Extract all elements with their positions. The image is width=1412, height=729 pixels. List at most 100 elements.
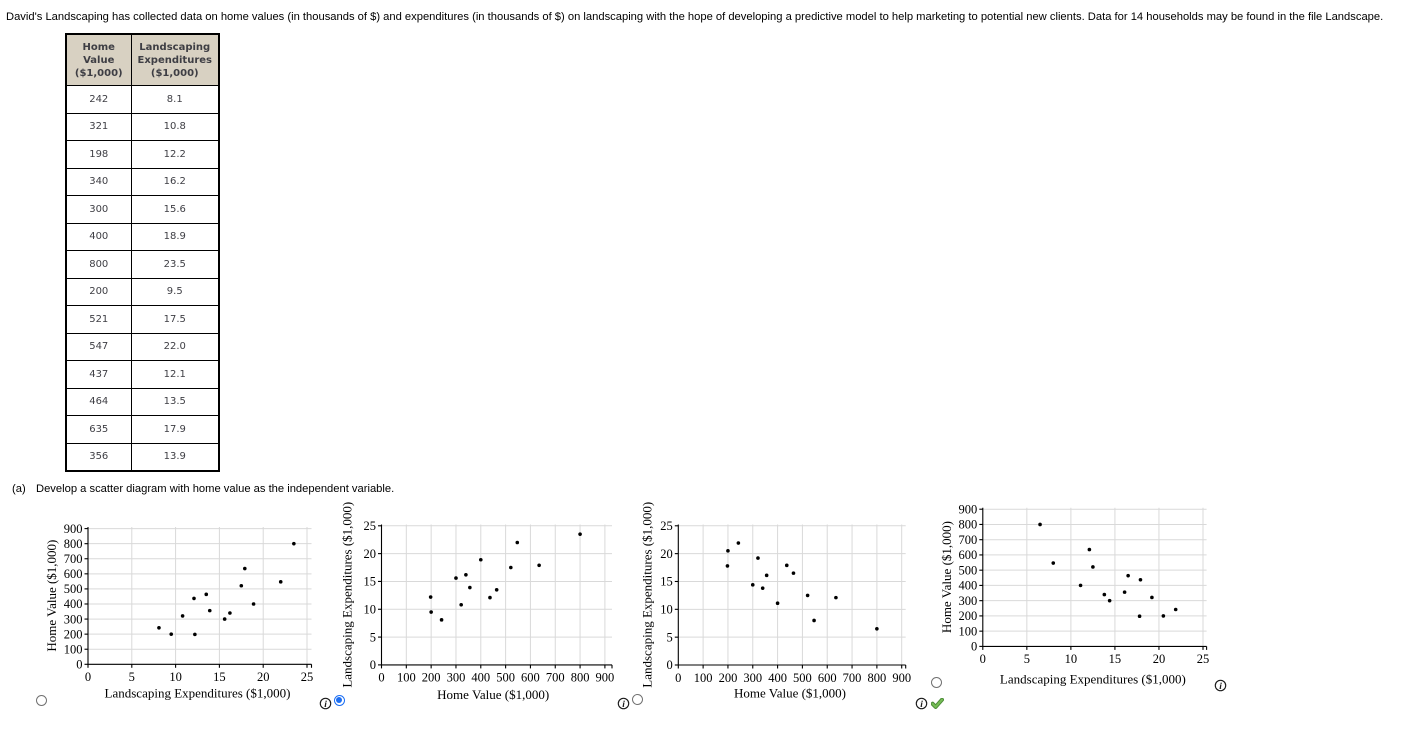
column-header: Home Value ($1,000) (65, 33, 132, 86)
svg-text:500: 500 (959, 563, 978, 577)
svg-text:900: 900 (64, 522, 83, 536)
svg-text:0: 0 (980, 652, 986, 666)
grid-lines (381, 524, 612, 665)
svg-text:10: 10 (169, 670, 182, 684)
svg-text:10: 10 (1065, 652, 1078, 666)
x-axis-label: Landscaping Expenditures ($1,000) (1000, 672, 1186, 687)
svg-text:i: i (920, 700, 923, 710)
svg-text:0: 0 (667, 658, 673, 672)
table-row: 437 12.1 (65, 360, 220, 389)
info-circle-icon-1[interactable]: i (319, 697, 332, 710)
svg-text:800: 800 (868, 671, 887, 685)
svg-text:800: 800 (959, 518, 978, 532)
svg-text:20: 20 (660, 547, 673, 561)
option-chart-2: 0 100 200 300 400 500 600 700 800 900 0 5 10 15 20 25 Ho… (340, 502, 615, 702)
svg-text:100: 100 (64, 642, 83, 656)
x-axis-label: Home Value ($1,000) (734, 686, 846, 701)
svg-text:5: 5 (129, 670, 135, 684)
svg-text:600: 600 (959, 548, 978, 562)
svg-text:600: 600 (64, 567, 83, 581)
y-axis-label: Home Value ($1,000) (44, 540, 59, 652)
table-cell: 15.6 (130, 195, 220, 224)
info-circle-icon-4[interactable]: i (1214, 679, 1227, 692)
svg-text:100: 100 (959, 624, 978, 638)
question-text: Develop a scatter diagram with home valu… (36, 483, 395, 495)
svg-text:0: 0 (85, 670, 91, 684)
intro-text: David's Landscaping has collected data o… (6, 11, 1384, 23)
option-radio-2-selected[interactable] (333, 694, 345, 706)
axes-spines (674, 524, 907, 669)
svg-text:800: 800 (571, 671, 590, 685)
table-cell: 18.9 (130, 222, 220, 251)
svg-text:700: 700 (546, 671, 565, 685)
svg-text:800: 800 (64, 537, 83, 551)
table-row: 242 8.1 (65, 85, 220, 114)
svg-text:100: 100 (397, 671, 416, 685)
table-cell: 521 (65, 305, 132, 334)
table-cell: 13.9 (130, 442, 220, 471)
svg-text:300: 300 (743, 671, 762, 685)
svg-text:300: 300 (447, 671, 466, 685)
scatter-points (428, 532, 582, 622)
table-cell: 17.9 (130, 415, 220, 444)
x-axis-label: Home Value ($1,000) (437, 687, 549, 702)
x-tick-labels: 0 100 200 300 400 500 600 700 800 900 (675, 671, 911, 685)
svg-text:200: 200 (64, 627, 83, 641)
option-chart-4: 0 5 10 15 20 250100200300400500600700800900La… (939, 502, 1209, 686)
y-axis-label: Landscaping Expenditures ($1,000) (340, 502, 355, 688)
y-tick-labels: 0 5 10 15 20 25 (660, 519, 673, 672)
svg-text:i: i (324, 700, 327, 710)
option-radio-4[interactable] (930, 677, 942, 689)
table-row: 300 15.6 (65, 195, 220, 224)
green-checkmark-icon (930, 696, 944, 714)
svg-text:500: 500 (64, 582, 83, 596)
info-circle-icon-2[interactable]: i (617, 697, 630, 710)
table-cell: 300 (65, 195, 132, 224)
table-cell: 400 (65, 222, 132, 251)
svg-text:900: 900 (892, 671, 911, 685)
svg-text:300: 300 (959, 594, 978, 608)
option-radio-3[interactable] (632, 693, 644, 705)
axes-spines (979, 507, 1208, 650)
table-cell: 8.1 (130, 85, 220, 114)
svg-text:400: 400 (959, 579, 978, 593)
svg-text:10: 10 (364, 602, 377, 616)
y-axis-label: Landscaping Expenditures ($1,000) (640, 502, 655, 688)
y-tick-labels: 0 5 10 15 20 25 (364, 519, 377, 672)
svg-text:200: 200 (719, 671, 738, 685)
svg-text:20: 20 (1153, 652, 1166, 666)
data-table-body: 242 8.1 321 10.8 198 12.2 340 16.2 300 15.6 400 18.… (65, 85, 220, 471)
svg-text:i: i (1219, 682, 1222, 692)
table-cell: 464 (65, 387, 132, 416)
x-axis-label: Landscaping Expenditures ($1,000) (105, 686, 291, 701)
x-tick-labels: 0 5 10 15 20 25 (980, 652, 1210, 666)
question-part-label: (a) (12, 483, 26, 495)
table-cell: 340 (65, 167, 132, 196)
info-circle-icon-3[interactable]: i (915, 697, 928, 710)
data-table: Home Value ($1,000) Landscaping Expenditures… (65, 33, 220, 472)
svg-text:400: 400 (64, 597, 83, 611)
table-cell: 635 (65, 415, 132, 444)
scatter-points (725, 541, 879, 631)
svg-text:0: 0 (971, 640, 977, 654)
grid-lines (678, 524, 906, 665)
svg-text:5: 5 (1024, 652, 1030, 666)
svg-text:700: 700 (64, 552, 83, 566)
table-cell: 12.1 (130, 360, 220, 389)
table-cell: 198 (65, 140, 132, 169)
table-cell: 17.5 (130, 305, 220, 334)
svg-text:0: 0 (76, 658, 82, 672)
svg-text:25: 25 (660, 519, 673, 533)
option-chart-3: 0 100 200 300 400 500 600 700 800 900 0 5 10 15 20 25 Ho… (640, 502, 912, 701)
table-cell: 16.2 (130, 167, 220, 196)
svg-text:600: 600 (818, 671, 837, 685)
svg-text:25: 25 (1197, 652, 1210, 666)
option-radio-1[interactable] (35, 694, 47, 706)
svg-text:700: 700 (843, 671, 862, 685)
table-row: 321 10.8 (65, 112, 220, 141)
svg-text:5: 5 (667, 630, 673, 644)
svg-text:10: 10 (660, 603, 673, 617)
svg-text:0: 0 (675, 671, 681, 685)
